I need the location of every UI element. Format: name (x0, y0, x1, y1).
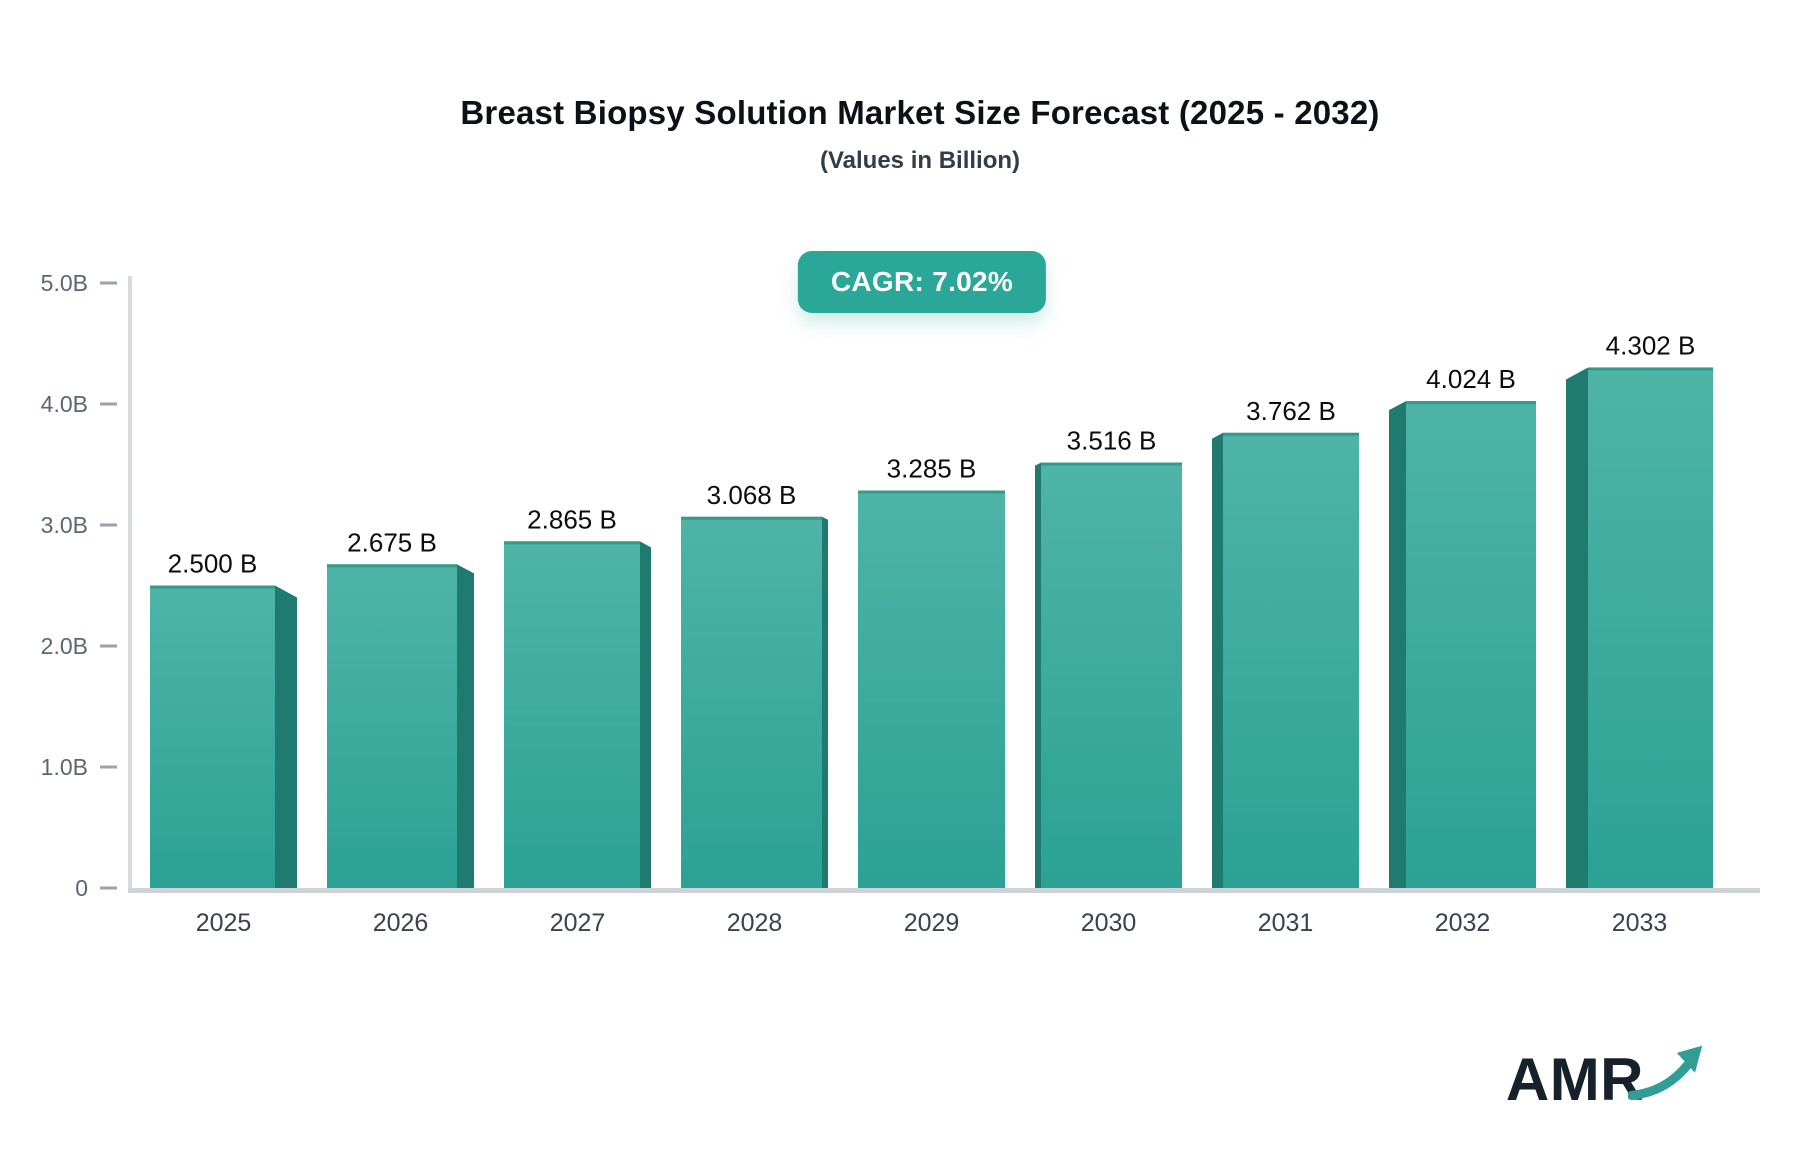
x-tick-label: 2029 (904, 909, 960, 937)
bar-front-face (1041, 462, 1182, 888)
amr-logo: AMR (1505, 1038, 1704, 1113)
y-tick-label: 2.0B (41, 633, 88, 659)
chart-title: Breast Biopsy Solution Market Size Forec… (460, 94, 1380, 131)
x-tick-label: 2030 (1081, 909, 1137, 937)
bar-2028: 3.068 B 2028 (681, 480, 828, 937)
x-tick-label: 2031 (1258, 909, 1314, 937)
chart-header: Breast Biopsy Solution Market Size Forec… (130, 94, 1710, 175)
bar-side-face (1566, 367, 1588, 888)
x-tick-label: 2027 (550, 909, 606, 937)
bar-value-label: 2.500 B (168, 549, 258, 579)
bar-value-label: 2.675 B (347, 527, 437, 557)
x-tick-label: 2028 (727, 909, 783, 937)
bar-side-face (1035, 462, 1041, 888)
bar-2025: 2.500 B 2025 (150, 549, 297, 937)
bar-top-edge (504, 541, 640, 545)
y-axis-line (128, 276, 132, 893)
x-axis-line (128, 888, 1760, 893)
bar-value-label: 3.068 B (707, 480, 797, 510)
growth-arrow-icon (1628, 1045, 1703, 1100)
bar-front-face (1223, 432, 1359, 888)
bar-front-face (1588, 367, 1713, 888)
bar-value-label: 4.024 B (1426, 364, 1516, 394)
bar-2027: 2.865 B 2027 (504, 504, 651, 937)
bar-side-face (457, 564, 474, 888)
bar-2030: 3.516 B 2030 (1035, 426, 1182, 937)
bar-side-face (640, 541, 651, 888)
bar-top-edge (681, 516, 822, 520)
bar-2031: 3.762 B 2031 (1212, 396, 1359, 937)
x-tick-label: 2033 (1612, 909, 1668, 937)
bar-top-edge (1041, 462, 1182, 466)
x-tick-label: 2025 (196, 909, 252, 937)
x-tick-label: 2026 (373, 909, 429, 937)
bar-top-edge (327, 564, 457, 568)
bar-value-label: 3.516 B (1067, 426, 1157, 456)
bar-value-label: 4.302 B (1606, 330, 1696, 360)
y-tick-label: 0 (75, 875, 88, 901)
bar-front-face (327, 564, 457, 888)
y-tick-label: 5.0B (41, 270, 88, 296)
y-tick-label: 4.0B (41, 391, 88, 417)
bar-value-label: 3.285 B (887, 454, 977, 484)
bar-2032: 4.024 B 2032 (1389, 364, 1536, 937)
bar-front-face (858, 490, 1005, 888)
y-tick-label: 1.0B (41, 754, 88, 780)
bar-side-face (275, 585, 297, 888)
bar-front-face (1406, 401, 1536, 888)
bar-value-label: 2.865 B (527, 504, 617, 534)
chart-subtitle: (Values in Billion) (819, 147, 1021, 174)
bar-top-edge (150, 585, 275, 589)
bar-side-face (1389, 401, 1406, 888)
bar-value-label: 3.762 B (1246, 396, 1336, 426)
bar-side-face (822, 516, 828, 888)
amr-logo-text: AMR (1505, 1045, 1644, 1113)
bar-top-edge (1223, 432, 1359, 436)
bar-top-edge (858, 490, 1005, 494)
bar-2029: 3.285 B 2029 (858, 454, 1005, 937)
bar-2033: 4.302 B 2033 (1566, 330, 1713, 937)
bar-front-face (681, 516, 822, 888)
bar-top-edge (1406, 401, 1536, 405)
y-tick-label: 3.0B (41, 512, 88, 538)
bar-front-face (150, 585, 275, 888)
bar-side-face (1212, 432, 1223, 888)
bar-front-face (504, 541, 640, 888)
x-tick-label: 2032 (1435, 909, 1491, 937)
cagr-badge: CAGR: 7.02% (797, 251, 1047, 313)
bar-top-edge (1588, 367, 1713, 371)
bar-2026: 2.675 B 2026 (327, 527, 474, 937)
